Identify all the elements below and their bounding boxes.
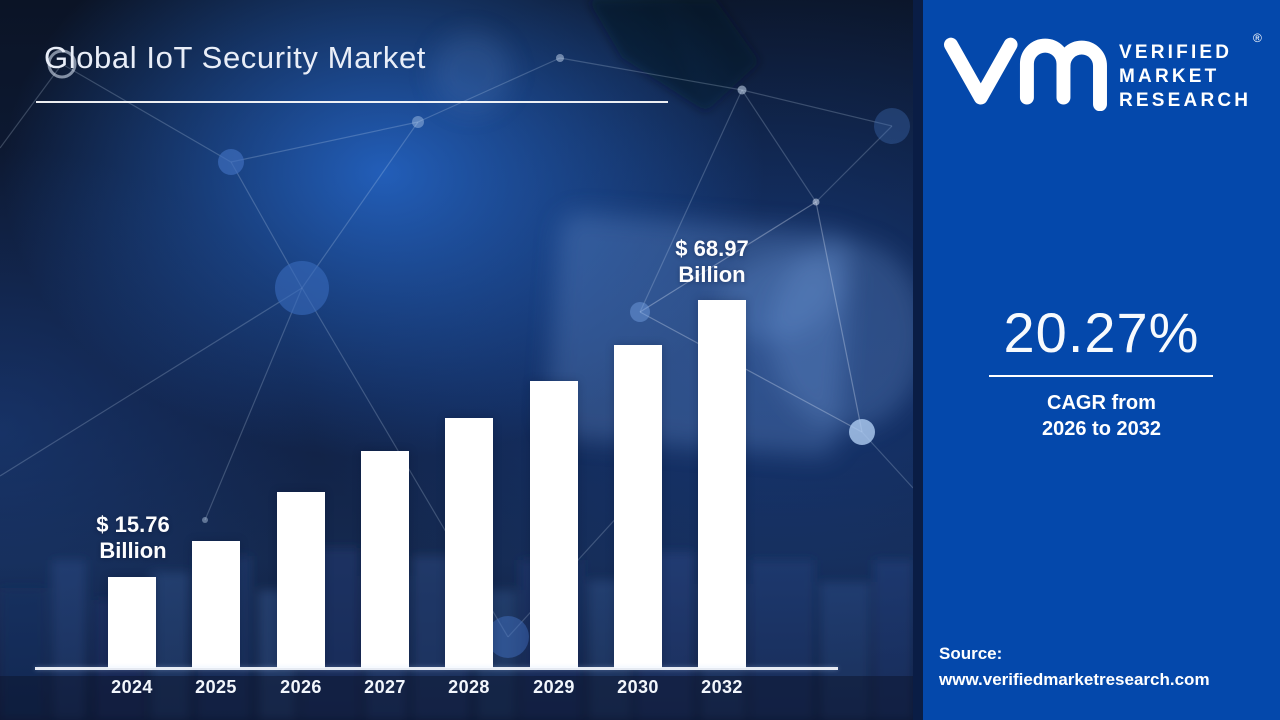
cagr-caption-line2: 2026 to 2032 — [1042, 418, 1161, 440]
bar-2029 — [530, 381, 578, 668]
x-tick-2024: 2024 — [111, 677, 153, 697]
value-label-2032-unit: Billion — [678, 262, 746, 287]
logo-line-market: MARKET — [1119, 66, 1220, 87]
logo-line-research: RESEARCH — [1119, 90, 1252, 111]
bar-2027 — [361, 451, 409, 668]
source-block: Source: www.verifiedmarketresearch.com — [939, 641, 1274, 693]
x-tick-2026: 2026 — [280, 677, 322, 697]
logo-line-verified: VERIFIED — [1119, 42, 1233, 63]
cagr-value: 20.27% — [1003, 301, 1200, 364]
laptop-silhouette-decoration — [588, 0, 760, 112]
network-nodes-decoration — [47, 49, 910, 658]
page-title: Global IoT Security Market — [44, 40, 426, 75]
bar-chart: 2024 2025 2026 2027 2028 2029 2030 2032 $ 15.76… — [35, 236, 838, 697]
cagr-underline — [989, 375, 1213, 377]
x-tick-2027: 2027 — [364, 677, 406, 697]
x-tick-2030: 2030 — [617, 677, 659, 697]
x-tick-2025: 2025 — [195, 677, 237, 697]
panel-divider — [913, 0, 923, 720]
info-panel: VERIFIED MARKET RESEARCH ® 20.27% CAGR f… — [923, 0, 1280, 720]
below-axis-shade — [0, 676, 913, 720]
bar-2028 — [445, 418, 493, 668]
bar-2025 — [192, 541, 240, 668]
chart-section: Global IoT Security Market 2024 2025 2026 2… — [0, 0, 913, 720]
value-label-2024-unit: Billion — [99, 538, 167, 563]
value-label-2024: $ 15.76 Billion — [58, 512, 208, 564]
cagr-caption: CAGR from 2026 to 2032 — [923, 390, 1280, 442]
value-label-2032-amount: $ 68.97 — [675, 236, 749, 261]
bar-2026 — [277, 492, 325, 668]
title-underline — [36, 101, 668, 103]
source-url[interactable]: www.verifiedmarketresearch.com — [939, 670, 1210, 689]
cagr-caption-line1: CAGR from — [1047, 392, 1156, 414]
vm-monogram-icon — [943, 37, 1107, 111]
registered-trademark-icon: ® — [1253, 31, 1262, 45]
bar-2032 — [698, 300, 746, 668]
vmr-logo: VERIFIED MARKET RESEARCH ® — [923, 0, 1280, 130]
bar-2030 — [614, 345, 662, 668]
x-tick-2032: 2032 — [701, 677, 743, 697]
vmr-logo-text: VERIFIED MARKET RESEARCH — [1119, 41, 1251, 113]
x-tick-2028: 2028 — [448, 677, 490, 697]
bar-2024 — [108, 577, 156, 668]
value-label-2032: $ 68.97 Billion — [637, 236, 787, 288]
x-tick-2029: 2029 — [533, 677, 575, 697]
source-label: Source: — [939, 644, 1003, 663]
value-label-2024-amount: $ 15.76 — [96, 512, 170, 537]
x-axis-line — [35, 667, 838, 670]
